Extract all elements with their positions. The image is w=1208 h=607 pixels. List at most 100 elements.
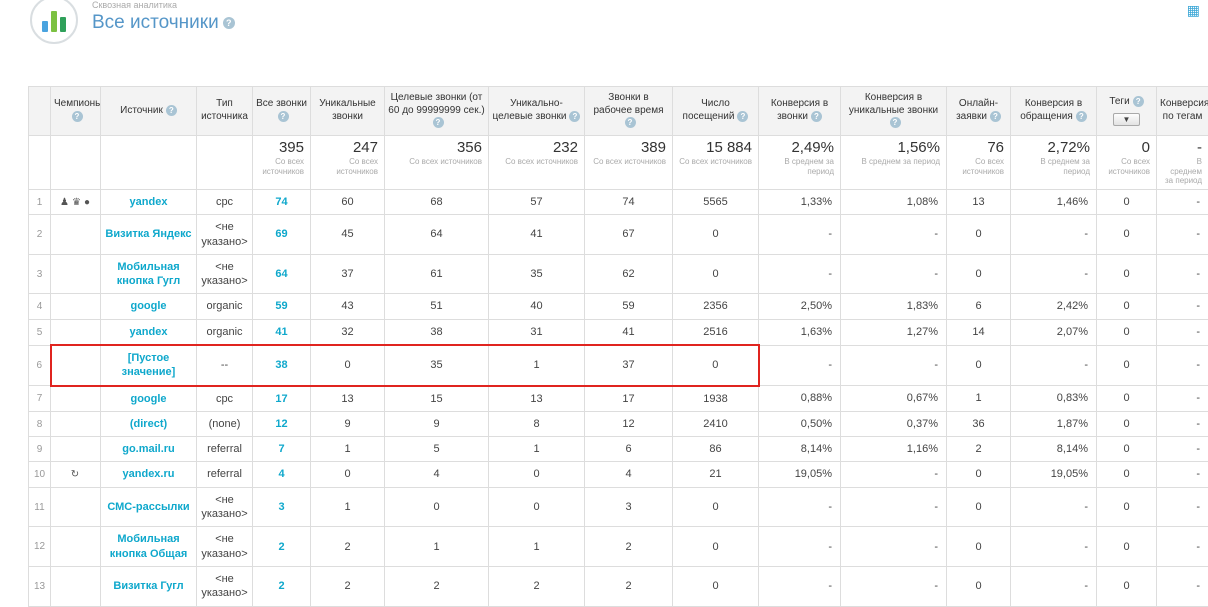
source-link[interactable]: google: [130, 300, 166, 312]
help-icon[interactable]: ?: [890, 117, 901, 128]
tags-filter-button[interactable]: ▼: [1113, 113, 1141, 126]
all-calls-link[interactable]: 12: [275, 418, 287, 430]
source-type-cell: <не указано>: [197, 215, 253, 255]
all-calls-cell: 64: [253, 254, 311, 294]
row-number: 13: [29, 566, 51, 606]
visits-cell: 21: [673, 462, 759, 487]
source-cell: Мобильная кнопка Гугл: [101, 254, 197, 294]
table-row: 5 yandex organic 41 32 38 31 41 2516 1,6…: [29, 319, 1208, 345]
conv-requests-cell: 2,07%: [1011, 319, 1097, 345]
conv-requests-cell: 8,14%: [1011, 437, 1097, 462]
table-settings-icon[interactable]: ▦: [1187, 2, 1200, 19]
col-header-conv-tags: Конверсия по тегам: [1157, 87, 1208, 136]
online-requests-cell: 13: [947, 189, 1011, 214]
col-header-tags: Теги? ▼: [1097, 87, 1157, 136]
conv-unique-cell: 1,08%: [841, 189, 947, 214]
summary-empty-cell: [101, 135, 197, 189]
summary-conv-unique: 1,56%В среднем за период: [841, 135, 947, 189]
all-calls-link[interactable]: 7: [278, 443, 284, 455]
source-link[interactable]: Визитка Яндекс: [105, 228, 191, 240]
col-header-unique-target-calls: Уникально-целевые звонки?: [489, 87, 585, 136]
conv-calls-cell: -: [759, 345, 841, 386]
title-help-icon[interactable]: ?: [223, 17, 235, 29]
conv-unique-cell: -: [841, 345, 947, 386]
tags-cell: 0: [1097, 527, 1157, 567]
all-calls-link[interactable]: 2: [278, 541, 284, 553]
col-header-source: Источник?: [101, 87, 197, 136]
source-link[interactable]: (direct): [130, 418, 167, 430]
source-cell: Визитка Яндекс: [101, 215, 197, 255]
all-calls-cell: 4: [253, 462, 311, 487]
tags-cell: 0: [1097, 386, 1157, 412]
online-requests-cell: 14: [947, 319, 1011, 345]
source-cell: (direct): [101, 411, 197, 436]
source-link[interactable]: [Пустое значение]: [122, 352, 176, 378]
visits-cell: 1938: [673, 386, 759, 412]
source-type-cell: --: [197, 345, 253, 386]
help-icon[interactable]: ?: [166, 105, 177, 116]
source-cell: yandex: [101, 189, 197, 214]
all-calls-link[interactable]: 4: [278, 468, 284, 480]
conv-tags-cell: -: [1157, 437, 1208, 462]
all-calls-link[interactable]: 59: [275, 300, 287, 312]
row-number: 11: [29, 487, 51, 527]
help-icon[interactable]: ?: [990, 111, 1001, 122]
summary-empty-cell: [29, 135, 51, 189]
source-link[interactable]: yandex: [130, 326, 168, 338]
unique-target-calls-cell: 0: [489, 487, 585, 527]
help-icon[interactable]: ?: [737, 111, 748, 122]
source-link[interactable]: yandex.ru: [123, 468, 175, 480]
all-calls-link[interactable]: 17: [275, 393, 287, 405]
help-icon[interactable]: ?: [433, 117, 444, 128]
source-link[interactable]: Визитка Гугл: [113, 580, 183, 592]
all-calls-link[interactable]: 64: [275, 268, 287, 280]
visits-cell: 2410: [673, 411, 759, 436]
all-calls-link[interactable]: 74: [275, 196, 287, 208]
source-link[interactable]: Мобильная кнопка Гугл: [117, 261, 180, 287]
visits-cell: 0: [673, 487, 759, 527]
help-icon[interactable]: ?: [811, 111, 822, 122]
source-type-cell: organic: [197, 294, 253, 319]
source-link[interactable]: СМС-рассылки: [107, 501, 189, 513]
conv-requests-cell: 1,46%: [1011, 189, 1097, 214]
all-calls-cell: 38: [253, 345, 311, 386]
source-link[interactable]: go.mail.ru: [122, 443, 175, 455]
champions-cell: [51, 294, 101, 319]
all-calls-link[interactable]: 2: [278, 580, 284, 592]
sources-table: Чемпионы? Источник? Тип источника Все зв…: [28, 86, 1208, 607]
col-header-all-calls: Все звонки?: [253, 87, 311, 136]
all-calls-link[interactable]: 38: [275, 359, 287, 371]
conv-unique-cell: 0,67%: [841, 386, 947, 412]
all-calls-cell: 2: [253, 527, 311, 567]
help-icon[interactable]: ?: [72, 111, 83, 122]
help-icon[interactable]: ?: [569, 111, 580, 122]
all-calls-link[interactable]: 41: [275, 326, 287, 338]
help-icon[interactable]: ?: [625, 117, 636, 128]
source-type-cell: <не указано>: [197, 254, 253, 294]
conv-calls-cell: -: [759, 527, 841, 567]
col-header-conv-unique: Конверсия в уникальные звонки?: [841, 87, 947, 136]
online-requests-cell: 36: [947, 411, 1011, 436]
online-requests-cell: 0: [947, 566, 1011, 606]
worktime-calls-cell: 59: [585, 294, 673, 319]
col-header-unique-calls: Уникальные звонки: [311, 87, 385, 136]
unique-target-calls-cell: 35: [489, 254, 585, 294]
col-header-worktime-calls: Звонки в рабочее время?: [585, 87, 673, 136]
unique-target-calls-cell: 13: [489, 386, 585, 412]
source-link[interactable]: google: [130, 393, 166, 405]
all-calls-link[interactable]: 3: [278, 501, 284, 513]
help-icon[interactable]: ?: [278, 111, 289, 122]
unique-calls-cell: 1: [311, 487, 385, 527]
help-icon[interactable]: ?: [1076, 111, 1087, 122]
source-cell: Мобильная кнопка Общая: [101, 527, 197, 567]
tags-cell: 0: [1097, 215, 1157, 255]
all-calls-cell: 12: [253, 411, 311, 436]
help-icon[interactable]: ?: [1133, 96, 1144, 107]
visits-cell: 0: [673, 345, 759, 386]
col-header-conv-calls: Конверсия в звонки?: [759, 87, 841, 136]
source-link[interactable]: Мобильная кнопка Общая: [110, 533, 188, 559]
worktime-calls-cell: 4: [585, 462, 673, 487]
all-calls-link[interactable]: 69: [275, 228, 287, 240]
source-link[interactable]: yandex: [130, 196, 168, 208]
